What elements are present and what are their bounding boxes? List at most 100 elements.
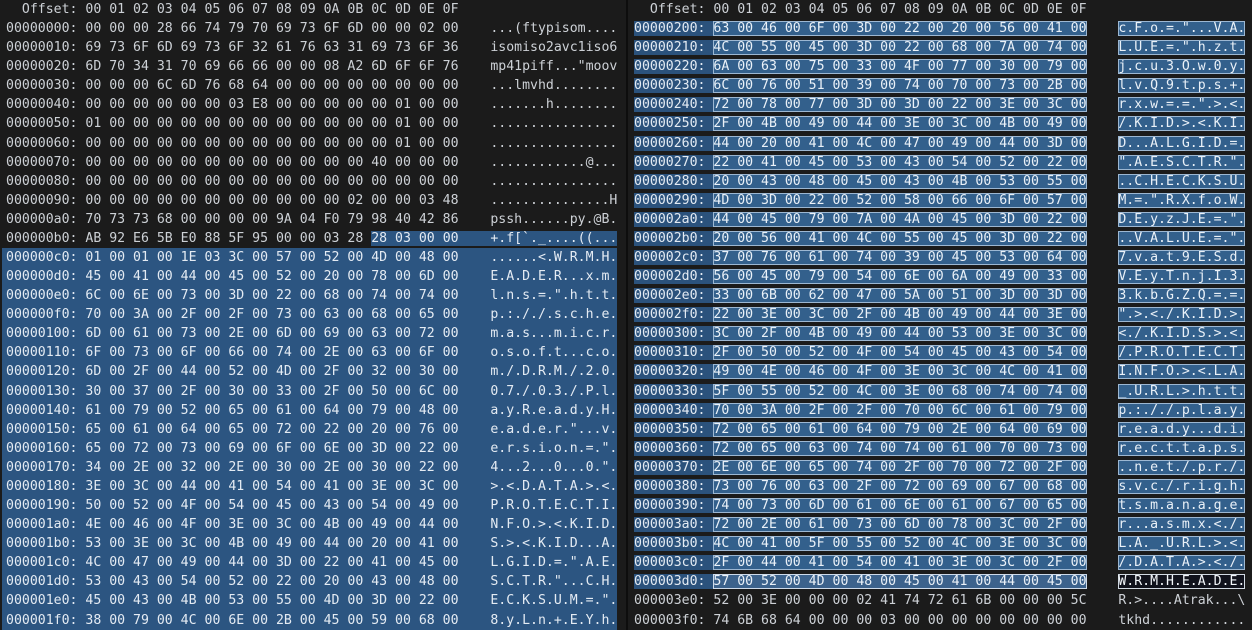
hex-row[interactable]: 00000310: 2F 00 50 00 52 00 4F 00 54 00 …	[628, 343, 1252, 362]
hex-ascii-gap	[459, 326, 491, 341]
hex-row[interactable]: 00000380: 73 00 76 00 63 00 2F 00 72 00 …	[628, 477, 1252, 496]
hex-ascii-gap	[1087, 613, 1119, 628]
hex-row[interactable]: 000000e0: 6C 00 6E 00 73 00 3D 00 22 00 …	[0, 286, 626, 306]
hex-row[interactable]: 00000290: 4D 00 3D 00 22 00 52 00 58 00 …	[628, 191, 1252, 210]
hex-ascii-gap	[459, 479, 491, 494]
hex-row[interactable]: 00000210: 4C 00 55 00 45 00 3D 00 22 00 …	[628, 38, 1252, 57]
hex-row[interactable]: 00000230: 6C 00 76 00 51 00 39 00 74 00 …	[628, 76, 1252, 95]
hex-row[interactable]: 00000270: 22 00 41 00 45 00 53 00 43 00 …	[628, 153, 1252, 172]
hex-row[interactable]: 000003c0: 2F 00 44 00 41 00 54 00 41 00 …	[628, 553, 1252, 572]
ascii-text: tkhd............	[1118, 612, 1246, 628]
ascii-text: e.a.d.e.r."...v.	[490, 421, 618, 437]
offset-label: 00000100:	[6, 326, 86, 342]
offset-label: 00000310:	[634, 345, 714, 361]
hex-row[interactable]: 000003e0: 52 00 3E 00 00 00 02 41 74 72 …	[628, 591, 1252, 610]
hex-row[interactable]: 000003b0: 4C 00 41 00 5F 00 55 00 52 00 …	[628, 534, 1252, 553]
hex-row[interactable]: 00000130: 30 00 37 00 2F 00 30 00 33 00 …	[0, 381, 626, 401]
hex-row[interactable]: 000000d0: 45 00 41 00 44 00 45 00 52 00 …	[0, 267, 626, 287]
hex-bytes: 6C 00 6E 00 73 00 3D 00 22 00 68 00 74 0…	[85, 288, 459, 304]
hex-row[interactable]: 000002a0: 44 00 45 00 79 00 7A 00 4A 00 …	[628, 210, 1252, 229]
hex-line: 00000180: 3E 00 3C 00 44 00 41 00 54 00 …	[2, 476, 618, 497]
hex-row[interactable]: 00000040: 00 00 00 00 00 00 03 E8 00 00 …	[0, 95, 626, 114]
hex-row[interactable]: 000000b0: AB 92 E6 5B E0 88 5F 95 00 00 …	[0, 229, 626, 248]
hex-bytes: 4C 00 47 00 49 00 44 00 3D 00 22 00 41 0…	[85, 555, 459, 571]
hex-row[interactable]: 00000180: 3E 00 3C 00 44 00 41 00 54 00 …	[0, 476, 626, 497]
hex-bytes: 61 00 79 00 52 00 65 00 61 00 64 00 79 0…	[85, 402, 459, 418]
hex-row[interactable]: 00000190: 50 00 52 00 4F 00 54 00 45 00 …	[0, 496, 626, 516]
ascii-text: 7.v.a.t.9.E.S.d.	[1118, 250, 1246, 266]
hex-ascii-gap	[459, 593, 491, 608]
offset-label: 00000300:	[634, 326, 714, 342]
hex-row[interactable]: 00000050: 01 00 00 00 00 00 00 00 00 00 …	[0, 114, 626, 133]
hex-row[interactable]: 00000010: 69 73 6F 6D 69 73 6F 32 61 76 …	[0, 38, 626, 57]
hex-row[interactable]: 000000c0: 01 00 01 00 1E 03 3C 00 57 00 …	[0, 248, 626, 268]
hex-row[interactable]: 000003a0: 72 00 2E 00 61 00 73 00 6D 00 …	[628, 515, 1252, 534]
hex-row[interactable]: 00000080: 00 00 00 00 00 00 00 00 00 00 …	[0, 172, 626, 191]
hex-row[interactable]: 00000360: 72 00 65 00 63 00 74 00 74 00 …	[628, 439, 1252, 458]
hex-line: 000003f0: 74 6B 68 64 00 00 00 03 00 00 …	[630, 611, 1245, 630]
hex-row[interactable]: 000001e0: 45 00 43 00 4B 00 53 00 55 00 …	[0, 591, 626, 611]
hex-line: 000001a0: 4E 00 46 00 4F 00 3E 00 3C 00 …	[2, 515, 618, 535]
hex-row[interactable]: 00000170: 34 00 2E 00 32 00 2E 00 30 00 …	[0, 457, 626, 477]
hex-row[interactable]: 000002d0: 56 00 45 00 79 00 54 00 6E 00 …	[628, 267, 1252, 286]
hex-row[interactable]: 00000060: 00 00 00 00 00 00 00 00 00 00 …	[0, 134, 626, 153]
hex-row[interactable]: 000001f0: 38 00 79 00 4C 00 6E 00 2B 00 …	[0, 610, 626, 630]
hex-ascii-gap	[459, 441, 491, 456]
hex-row[interactable]: 00000240: 72 00 78 00 77 00 3D 00 3D 00 …	[628, 95, 1252, 114]
hex-row[interactable]: 000001c0: 4C 00 47 00 49 00 44 00 3D 00 …	[0, 553, 626, 573]
hex-row[interactable]: 000001a0: 4E 00 46 00 4F 00 3E 00 3C 00 …	[0, 515, 626, 535]
hex-row[interactable]: 00000260: 44 00 20 00 41 00 4C 00 47 00 …	[628, 134, 1252, 153]
hex-ascii-gap	[459, 517, 491, 532]
hex-row[interactable]: 00000110: 6F 00 73 00 6F 00 66 00 74 00 …	[0, 343, 626, 363]
hex-row[interactable]: 000001d0: 53 00 43 00 54 00 52 00 22 00 …	[0, 572, 626, 592]
hex-row[interactable]: 000002f0: 22 00 3E 00 3C 00 2F 00 4B 00 …	[628, 305, 1252, 324]
hex-bytes: 45 00 43 00 4B 00 53 00 55 00 4D 00 3D 0…	[85, 593, 459, 609]
hex-row[interactable]: 00000370: 2E 00 6E 00 65 00 74 00 2F 00 …	[628, 458, 1252, 477]
hex-ascii-gap	[459, 40, 491, 55]
offset-label: 000002c0:	[634, 250, 714, 266]
hex-pane-left[interactable]: Offset: 00 01 02 03 04 05 06 07 08 09 0A…	[0, 0, 626, 630]
hex-line: 00000170: 34 00 2E 00 32 00 2E 00 30 00 …	[2, 457, 618, 477]
ascii-text: L.A._.U.R.L.>.<.	[1118, 536, 1246, 552]
hex-row[interactable]: 000001b0: 53 00 3E 00 3C 00 4B 00 49 00 …	[0, 534, 626, 554]
hex-row[interactable]: 00000150: 65 00 61 00 64 00 65 00 72 00 …	[0, 419, 626, 439]
ascii-text: <./.K.I.D.S.>.<.	[1118, 326, 1246, 342]
hex-row[interactable]: 00000020: 6D 70 34 31 70 69 66 66 00 00 …	[0, 57, 626, 76]
hex-row[interactable]: 00000030: 00 00 00 6C 6D 76 68 64 00 00 …	[0, 76, 626, 95]
hex-bytes: 69 73 6F 6D 69 73 6F 32 61 76 63 31 69 7…	[85, 40, 459, 56]
hex-line: 00000240: 72 00 78 00 77 00 3D 00 3D 00 …	[630, 95, 1246, 114]
hex-row[interactable]: 00000340: 70 00 3A 00 2F 00 2F 00 70 00 …	[628, 401, 1252, 420]
hex-row[interactable]: 00000300: 3C 00 2F 00 4B 00 49 00 44 00 …	[628, 324, 1252, 343]
hex-row[interactable]: 00000100: 6D 00 61 00 73 00 2E 00 6D 00 …	[0, 324, 626, 344]
hex-row[interactable]: 000002e0: 33 00 6B 00 62 00 47 00 5A 00 …	[628, 286, 1252, 305]
hex-row[interactable]: 00000120: 6D 00 2F 00 44 00 52 00 4D 00 …	[0, 362, 626, 382]
hex-line: 000000b0: AB 92 E6 5B E0 88 5F 95 00 00 …	[2, 229, 618, 248]
hex-row[interactable]: 00000390: 74 00 73 00 6D 00 61 00 6E 00 …	[628, 496, 1252, 515]
hex-row[interactable]: 000002c0: 37 00 76 00 61 00 74 00 39 00 …	[628, 248, 1252, 267]
hex-row[interactable]: 00000330: 5F 00 55 00 52 00 4C 00 3E 00 …	[628, 382, 1252, 401]
hex-row[interactable]: 00000250: 2F 00 4B 00 49 00 44 00 3E 00 …	[628, 114, 1252, 133]
offset-label: 00000030:	[6, 78, 86, 94]
hex-row[interactable]: 00000350: 72 00 65 00 61 00 64 00 79 00 …	[628, 420, 1252, 439]
hex-row[interactable]: 00000200: 63 00 46 00 6F 00 3D 00 22 00 …	[628, 19, 1252, 38]
hex-row[interactable]: 00000320: 49 00 4E 00 46 00 4F 00 3E 00 …	[628, 362, 1252, 381]
hex-line: 00000210: 4C 00 55 00 45 00 3D 00 22 00 …	[630, 38, 1246, 57]
hex-row[interactable]: 000003d0: 57 00 52 00 4D 00 48 00 45 00 …	[628, 572, 1252, 591]
offset-label: 00000050:	[6, 116, 86, 132]
hex-pane-right[interactable]: Offset: 00 01 02 03 04 05 06 07 08 09 0A…	[626, 0, 1252, 630]
hex-row[interactable]: 00000160: 65 00 72 00 73 00 69 00 6F 00 …	[0, 438, 626, 458]
hex-line: 000001d0: 53 00 43 00 54 00 52 00 22 00 …	[2, 572, 618, 592]
hex-line: 00000050: 01 00 00 00 00 00 00 00 00 00 …	[2, 114, 617, 133]
hex-row[interactable]: 000000a0: 70 73 73 68 00 00 00 00 9A 04 …	[0, 210, 626, 229]
hex-row[interactable]: 00000070: 00 00 00 00 00 00 00 00 00 00 …	[0, 153, 626, 172]
hex-row[interactable]: 00000220: 6A 00 63 00 75 00 33 00 4F 00 …	[628, 57, 1252, 76]
hex-bytes: 72 00 65 00 63 00 74 00 74 00 61 00 70 0…	[713, 440, 1087, 456]
hex-row[interactable]: 000000f0: 70 00 3A 00 2F 00 2F 00 73 00 …	[0, 305, 626, 325]
hex-row[interactable]: 00000280: 20 00 43 00 48 00 45 00 43 00 …	[628, 172, 1252, 191]
hex-bytes: 70 00 3A 00 2F 00 2F 00 70 00 6C 00 61 0…	[713, 402, 1087, 418]
hex-row[interactable]: 00000140: 61 00 79 00 52 00 65 00 61 00 …	[0, 400, 626, 420]
hex-row[interactable]: 000002b0: 20 00 56 00 41 00 4C 00 55 00 …	[628, 229, 1252, 248]
hex-row[interactable]: 00000000: 00 00 00 28 66 74 79 70 69 73 …	[0, 19, 626, 38]
hex-row[interactable]: 00000090: 00 00 00 00 00 00 00 00 00 00 …	[0, 191, 626, 210]
hex-row[interactable]: 000003f0: 74 6B 68 64 00 00 00 03 00 00 …	[628, 611, 1252, 630]
